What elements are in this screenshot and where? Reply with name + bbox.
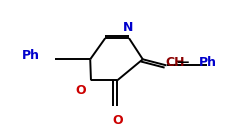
Text: Ph: Ph: [22, 49, 40, 62]
Text: CH: CH: [165, 55, 184, 69]
Text: O: O: [111, 114, 122, 127]
Text: N: N: [123, 21, 133, 34]
Text: O: O: [75, 84, 86, 97]
Text: —: —: [175, 55, 188, 69]
Text: Ph: Ph: [198, 55, 216, 69]
